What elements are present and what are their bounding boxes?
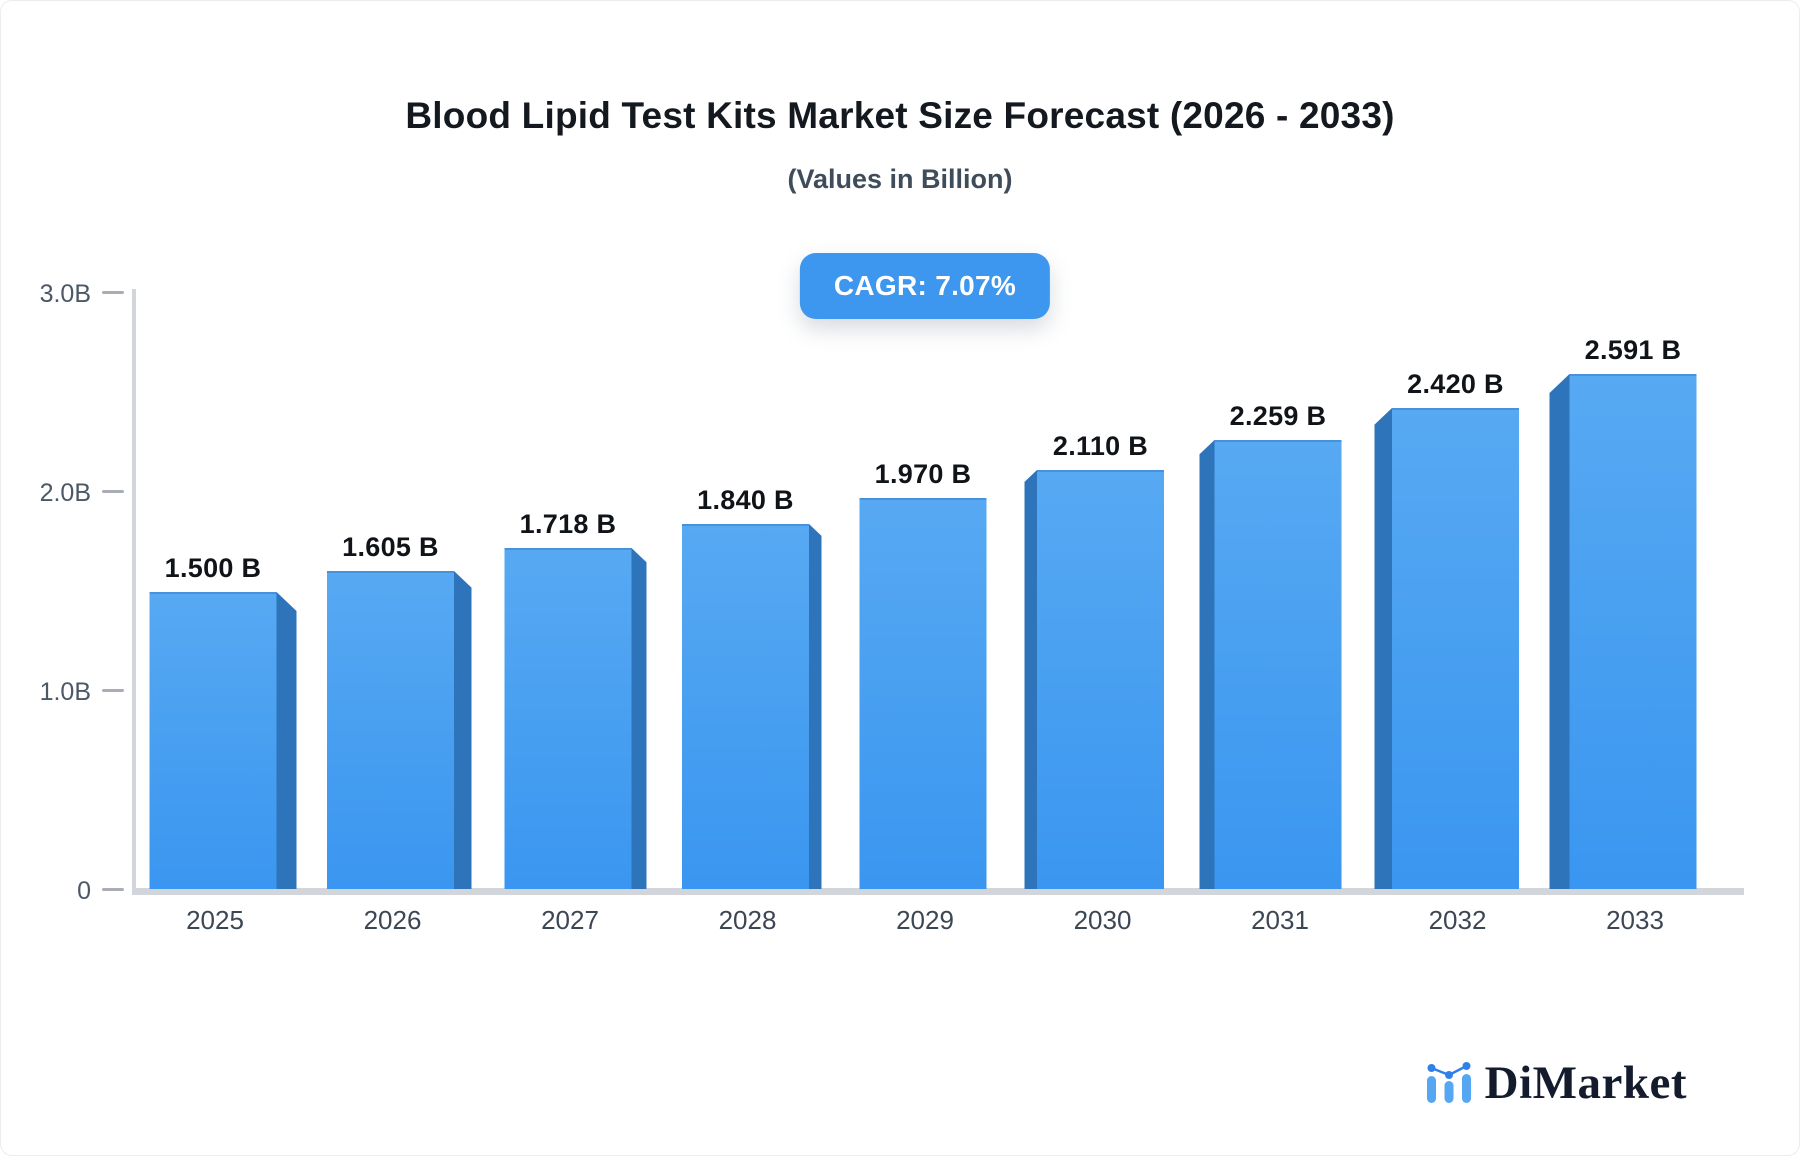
y-tick-label: 2.0B [40,479,91,507]
y-axis-line [132,289,136,893]
bar-2031: 2.259 B 2031 [1199,401,1342,935]
bar-2032: 2.420 B 2032 [1374,369,1519,935]
bar-value-label: 2.259 B [1230,401,1327,431]
bar-value-label: 2.110 B [1053,431,1148,461]
bar-side-face [1199,440,1215,889]
bar-front-face [1569,374,1697,889]
bar-2026: 1.605 B 2026 [327,532,472,935]
bar-side-face [1024,470,1037,889]
bar-front-face [1392,408,1519,889]
bar-front-face [682,524,809,889]
x-tick-label: 2025 [186,905,244,935]
bar-2029: 1.970 B 2029 [859,459,987,935]
bar-value-label: 2.420 B [1407,369,1504,399]
bar-value-label: 1.840 B [697,485,794,515]
x-tick-label: 2026 [364,905,422,935]
bar-value-label: 1.718 B [520,509,617,539]
x-tick-label: 2029 [896,905,954,935]
y-tick-mark [102,490,124,493]
chart-title: Blood Lipid Test Kits Market Size Foreca… [405,95,1395,136]
bar-front-face [1214,440,1342,889]
cagr-badge: CAGR: 7.07% [799,253,1051,319]
y-tick-mark [102,291,124,294]
bar-front-face [327,571,454,889]
y-tick-mark [102,689,124,692]
x-tick-label: 2030 [1074,905,1132,935]
bar-value-label: 1.500 B [165,553,262,583]
dimarket-logo-icon [1426,1062,1471,1103]
bar-side-face [276,592,297,889]
bar-value-label: 1.970 B [875,459,972,489]
brand-name: DiMarket [1484,1057,1687,1109]
x-tick-label: 2033 [1606,905,1664,935]
bar-side-face [1549,374,1570,889]
logo-bar [1426,1076,1436,1103]
chart-subtitle: (Values in Billion) [787,164,1013,194]
y-tick-label: 1.0B [40,678,91,706]
x-tick-label: 2027 [541,905,599,935]
bar-side-face [1374,408,1392,889]
bar-side-face [454,571,472,889]
x-tick-label: 2032 [1429,905,1487,935]
y-tick-mark [102,888,124,891]
y-tick-label: 0 [77,877,91,905]
logo-dot [1444,1071,1453,1079]
bar-side-face [631,548,647,889]
brand-logo: DiMarket [1425,1059,1687,1107]
logo-bar [1461,1074,1471,1103]
bar-front-face [1037,470,1164,889]
bar-value-label: 2.591 B [1585,335,1682,365]
bar-2030: 2.110 B 2030 [1024,431,1164,935]
y-tick-label: 3.0B [40,280,91,308]
bar-front-face [504,548,632,889]
logo-dot [1462,1062,1471,1070]
bar-2033: 2.591 B 2033 [1549,335,1697,935]
bar-2028: 1.840 B 2028 [682,485,822,935]
bar-2027: 1.718 B 2027 [504,509,647,935]
bar-front-face [149,592,277,889]
bar-side-face [809,524,822,889]
bar-value-label: 1.605 B [342,532,439,562]
bar-front-face [859,498,987,889]
logo-dot [1427,1064,1436,1072]
x-tick-label: 2031 [1251,905,1309,935]
bar-2025: 1.500 B 2025 [149,553,297,935]
logo-bar [1444,1081,1454,1103]
x-tick-label: 2028 [719,905,777,935]
x-axis-line [132,888,1744,895]
